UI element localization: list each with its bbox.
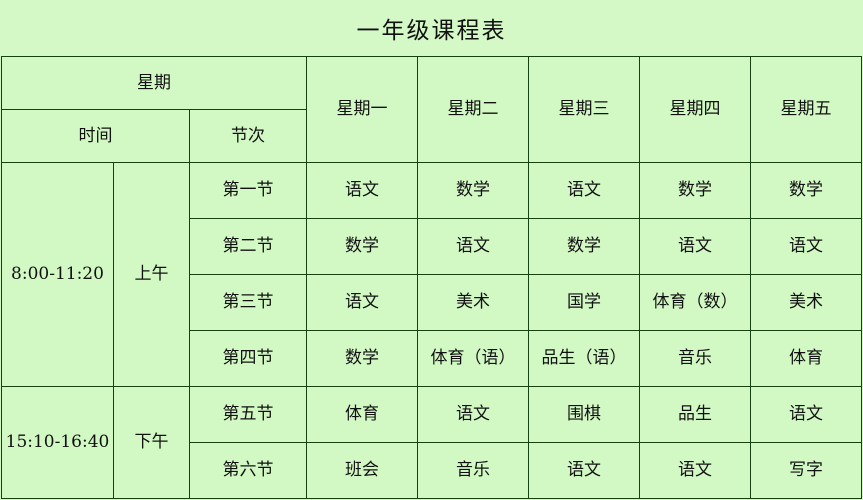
subject-cell: 语文 <box>417 218 530 275</box>
subject-cell: 语文 <box>750 386 863 443</box>
subject-cell: 音乐 <box>639 330 752 387</box>
subject-cell: 语文 <box>306 162 419 219</box>
subject-cell: 数学 <box>750 162 863 219</box>
header-period-label: 节次 <box>188 109 308 163</box>
subject-cell: 国学 <box>528 274 641 331</box>
subject-cell: 体育（语） <box>417 330 530 387</box>
period-label: 第六节 <box>188 442 308 499</box>
subject-cell: 数学 <box>639 162 752 219</box>
table-row: 8:00-11:20 上午 第一节 语文 数学 语文 数学 数学 <box>1 162 863 387</box>
subject-cell: 围棋 <box>528 386 641 443</box>
subject-cell: 语文 <box>306 274 419 331</box>
subject-cell: 数学 <box>306 218 419 275</box>
table-row: 第四节 数学 体育（语） 品生（语） 音乐 体育 <box>2 330 863 387</box>
period-label: 第四节 <box>188 330 308 387</box>
table-row: 第六节 班会 音乐 语文 语文 写字 <box>2 442 863 499</box>
table-row: 第三节 语文 美术 国学 体育（数） 美术 <box>2 274 863 331</box>
table-row: 第二节 数学 语文 数学 语文 语文 <box>2 218 863 275</box>
subject-cell: 语文 <box>528 442 641 499</box>
subject-cell: 品生（语） <box>528 330 641 387</box>
header-time-label: 时间 <box>1 109 190 163</box>
class-schedule-table: 星期 星期一 星期二 星期三 星期四 星期五 时间 节次 8:00-11:20 上午 第一节 语文 数学… <box>0 56 863 499</box>
subject-cell: 写字 <box>750 442 863 499</box>
subject-cell: 数学 <box>528 218 641 275</box>
period-label: 第二节 <box>188 218 308 275</box>
subject-cell: 语文 <box>417 386 530 443</box>
header-day-2: 星期二 <box>417 56 530 163</box>
table-header-row-week: 星期 星期一 星期二 星期三 星期四 星期五 <box>0 56 863 163</box>
subject-cell: 体育 <box>750 330 863 387</box>
subject-cell: 体育（数） <box>639 274 752 331</box>
subject-cell: 班会 <box>306 442 419 499</box>
period-label: 第五节 <box>188 386 308 443</box>
table-row: 15:10-16:40 下午 第五节 体育 语文 围棋 品生 语文 <box>1 386 863 499</box>
session-time-1: 8:00-11:20 <box>1 162 114 387</box>
subject-cell: 美术 <box>750 274 863 331</box>
header-day-5: 星期五 <box>750 56 863 163</box>
header-day-3: 星期三 <box>528 56 641 163</box>
page-title: 一年级课程表 <box>356 18 507 44</box>
subject-cell: 语文 <box>639 218 752 275</box>
subject-cell: 音乐 <box>417 442 530 499</box>
subject-cell: 数学 <box>417 162 530 219</box>
session-time-2: 15:10-16:40 <box>1 386 114 499</box>
subject-cell: 美术 <box>417 274 530 331</box>
subject-cell: 语文 <box>750 218 863 275</box>
subject-cell: 品生 <box>639 386 752 443</box>
header-week-label: 星期 <box>0 56 308 110</box>
title-band: 一年级课程表 <box>0 0 863 56</box>
header-day-4: 星期四 <box>639 56 752 163</box>
subject-cell: 语文 <box>528 162 641 219</box>
session-part-of-day-1: 上午 <box>113 162 190 387</box>
period-label: 第一节 <box>188 162 308 219</box>
session-part-of-day-2: 下午 <box>113 386 190 499</box>
period-label: 第三节 <box>188 274 308 331</box>
subject-cell: 数学 <box>306 330 419 387</box>
table-header-row-sub: 时间 节次 <box>1 109 862 163</box>
header-day-1: 星期一 <box>306 56 419 163</box>
subject-cell: 语文 <box>639 442 752 499</box>
subject-cell: 体育 <box>306 386 419 443</box>
